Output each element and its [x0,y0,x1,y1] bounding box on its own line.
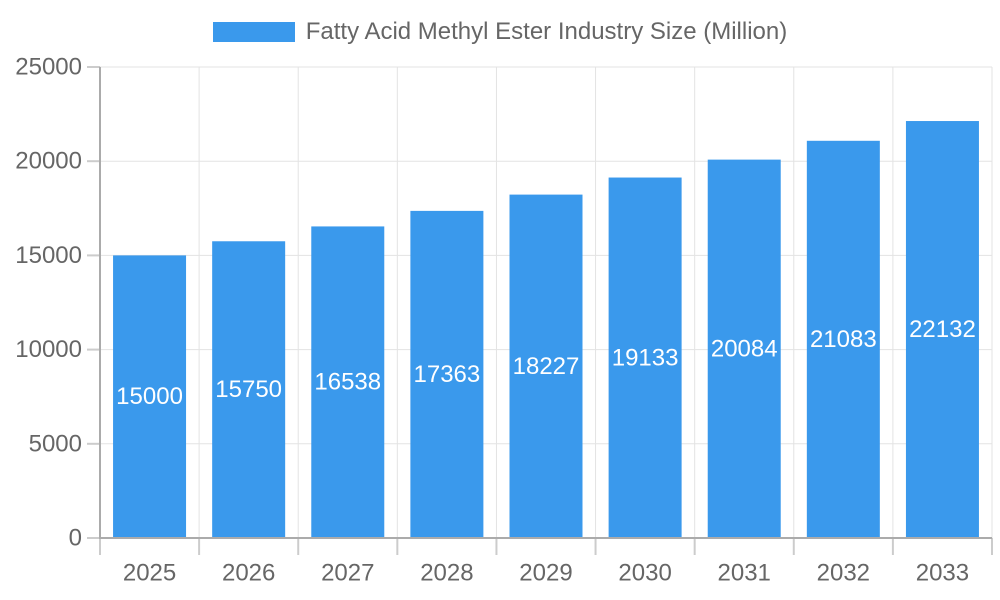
bar-2026 [212,241,286,538]
bar-2032 [806,140,880,539]
tick-marks [87,66,993,555]
bar-2033 [905,121,979,539]
x-axis-tick-label: 2033 [916,560,969,587]
legend-swatch [212,22,295,42]
y-axis-tick-label: 15000 [15,242,82,269]
x-axis-tick-label: 2032 [817,560,870,587]
x-axis-tick-label: 2028 [420,560,473,587]
x-axis-tick-label: 2030 [618,560,671,587]
bar-2027 [311,226,385,539]
y-axis-tick-label: 10000 [15,336,82,363]
x-axis-tick-label: 2025 [123,560,176,587]
bar-value-labels: 15000 15750 16538 17363 18227 19133 20084 21083… [116,316,976,410]
x-axis-tick-label: 2029 [519,560,572,587]
bar-value-label: 20084 [711,335,778,362]
bar-2031 [707,159,781,539]
x-axis-tick-label: 2031 [718,560,771,587]
x-axis-labels: 2025 2026 2027 2028 2029 2030 2031 2032 2033 [123,560,969,587]
bar-2025 [113,255,187,538]
bar-value-label: 16538 [314,369,381,396]
bars [113,121,979,539]
y-axis-tick-label: 0 [69,525,82,552]
axis-lines [99,67,992,539]
bar-value-label: 18227 [513,353,580,380]
bar-value-label: 22132 [909,316,976,343]
chart-legend: Fatty Acid Methyl Ester Industry Size (M… [0,18,1000,46]
bar-2030 [608,177,682,538]
y-axis-tick-label: 25000 [15,54,82,81]
bar-value-label: 15000 [116,383,183,410]
bar-2029 [509,194,583,538]
bar-value-label: 21083 [810,326,877,353]
x-axis-tick-label: 2027 [321,560,374,587]
legend-label: Fatty Acid Methyl Ester Industry Size (M… [305,18,788,45]
x-axis-tick-label: 2026 [222,560,275,587]
bar-value-label: 19133 [612,344,679,371]
bar-value-label: 17363 [414,361,481,388]
bar-2028 [410,210,484,538]
y-axis-tick-label: 20000 [15,148,82,175]
bar-value-label: 15750 [215,376,282,403]
y-axis-labels: 0 5000 10000 15000 20000 25000 [15,54,82,552]
y-axis-tick-label: 5000 [29,430,82,457]
